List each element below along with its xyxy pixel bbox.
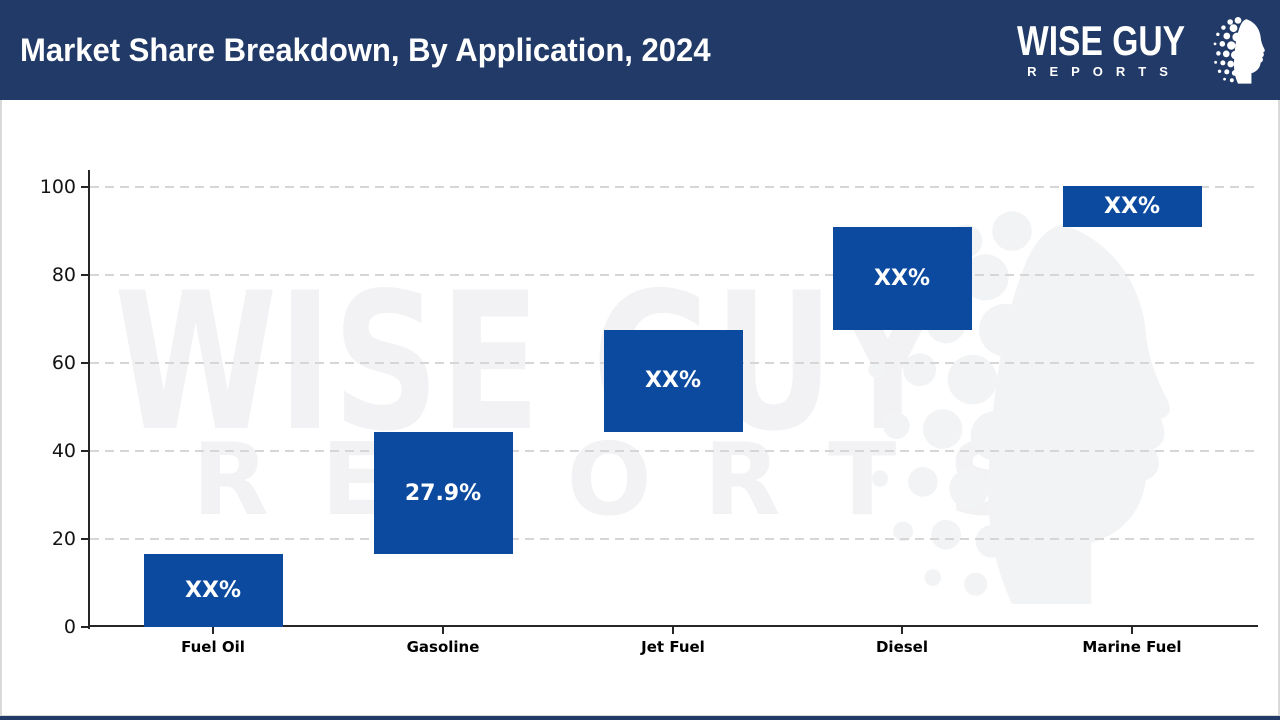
gridline-40 — [90, 450, 1258, 452]
x-tick-1 — [212, 627, 214, 634]
brand-wordmark: WISE GUY — [1016, 17, 1185, 64]
x-category-label: Fuel Oil — [181, 638, 245, 656]
bar-value-label: XX% — [1104, 194, 1160, 220]
chart-canvas: WISE GUY REPORTS 0 20 40 60 80 100 XX% Fuel Oil… — [0, 100, 1280, 716]
y-tick-0 — [81, 626, 88, 628]
y-axis-line — [88, 170, 90, 629]
bar-value-label: XX% — [185, 578, 241, 604]
y-tick-100 — [81, 186, 88, 188]
gridline-80 — [90, 274, 1258, 276]
x-tick-5 — [1131, 627, 1133, 634]
header: Market Share Breakdown, By Application, … — [0, 0, 1280, 100]
bar-marine-fuel: XX% — [1062, 186, 1202, 228]
y-tick-label: 60 — [51, 352, 76, 374]
bar-fuel-oil: XX% — [143, 554, 283, 627]
x-tick-4 — [901, 627, 903, 634]
footer-bar — [0, 716, 1280, 720]
bar-gasoline: 27.9% — [373, 431, 513, 555]
brand-subtext: REPORTS — [1027, 64, 1181, 79]
y-tick-label: 20 — [51, 528, 76, 550]
brand-head-icon — [1213, 16, 1265, 84]
y-tick-40 — [81, 450, 88, 452]
bar-value-label: 27.9% — [404, 480, 482, 506]
x-axis-line — [88, 625, 1258, 627]
x-tick-3 — [672, 627, 674, 634]
y-tick-20 — [81, 538, 88, 540]
page-title: Market Share Breakdown, By Application, … — [20, 31, 711, 68]
brand-logo: WISE GUY REPORTS — [996, 14, 1266, 86]
bar-value-label: XX% — [645, 368, 701, 394]
x-tick-2 — [442, 627, 444, 634]
brand-logo-text: WISE GUY REPORTS — [996, 17, 1206, 80]
bar-diesel: XX% — [832, 227, 972, 330]
bar-chart: 0 20 40 60 80 100 XX% Fuel Oil 27.9% Gasoline XX% J… — [40, 170, 1258, 656]
y-tick-label: 40 — [51, 440, 76, 462]
x-category-label: Marine Fuel — [1082, 638, 1182, 656]
x-category-label: Jet Fuel — [641, 638, 705, 656]
bar-jet-fuel: XX% — [603, 329, 743, 432]
x-category-label: Diesel — [875, 638, 928, 656]
bar-value-label: XX% — [874, 266, 930, 291]
x-category-label: Gasoline — [406, 638, 480, 656]
gridline-20 — [90, 538, 1258, 540]
gridline-100 — [90, 186, 1258, 188]
y-tick-label: 0 — [63, 616, 76, 638]
y-tick-80 — [81, 274, 88, 276]
y-tick-label: 80 — [51, 264, 76, 286]
y-tick-60 — [81, 362, 88, 364]
y-tick-label: 100 — [39, 176, 76, 198]
